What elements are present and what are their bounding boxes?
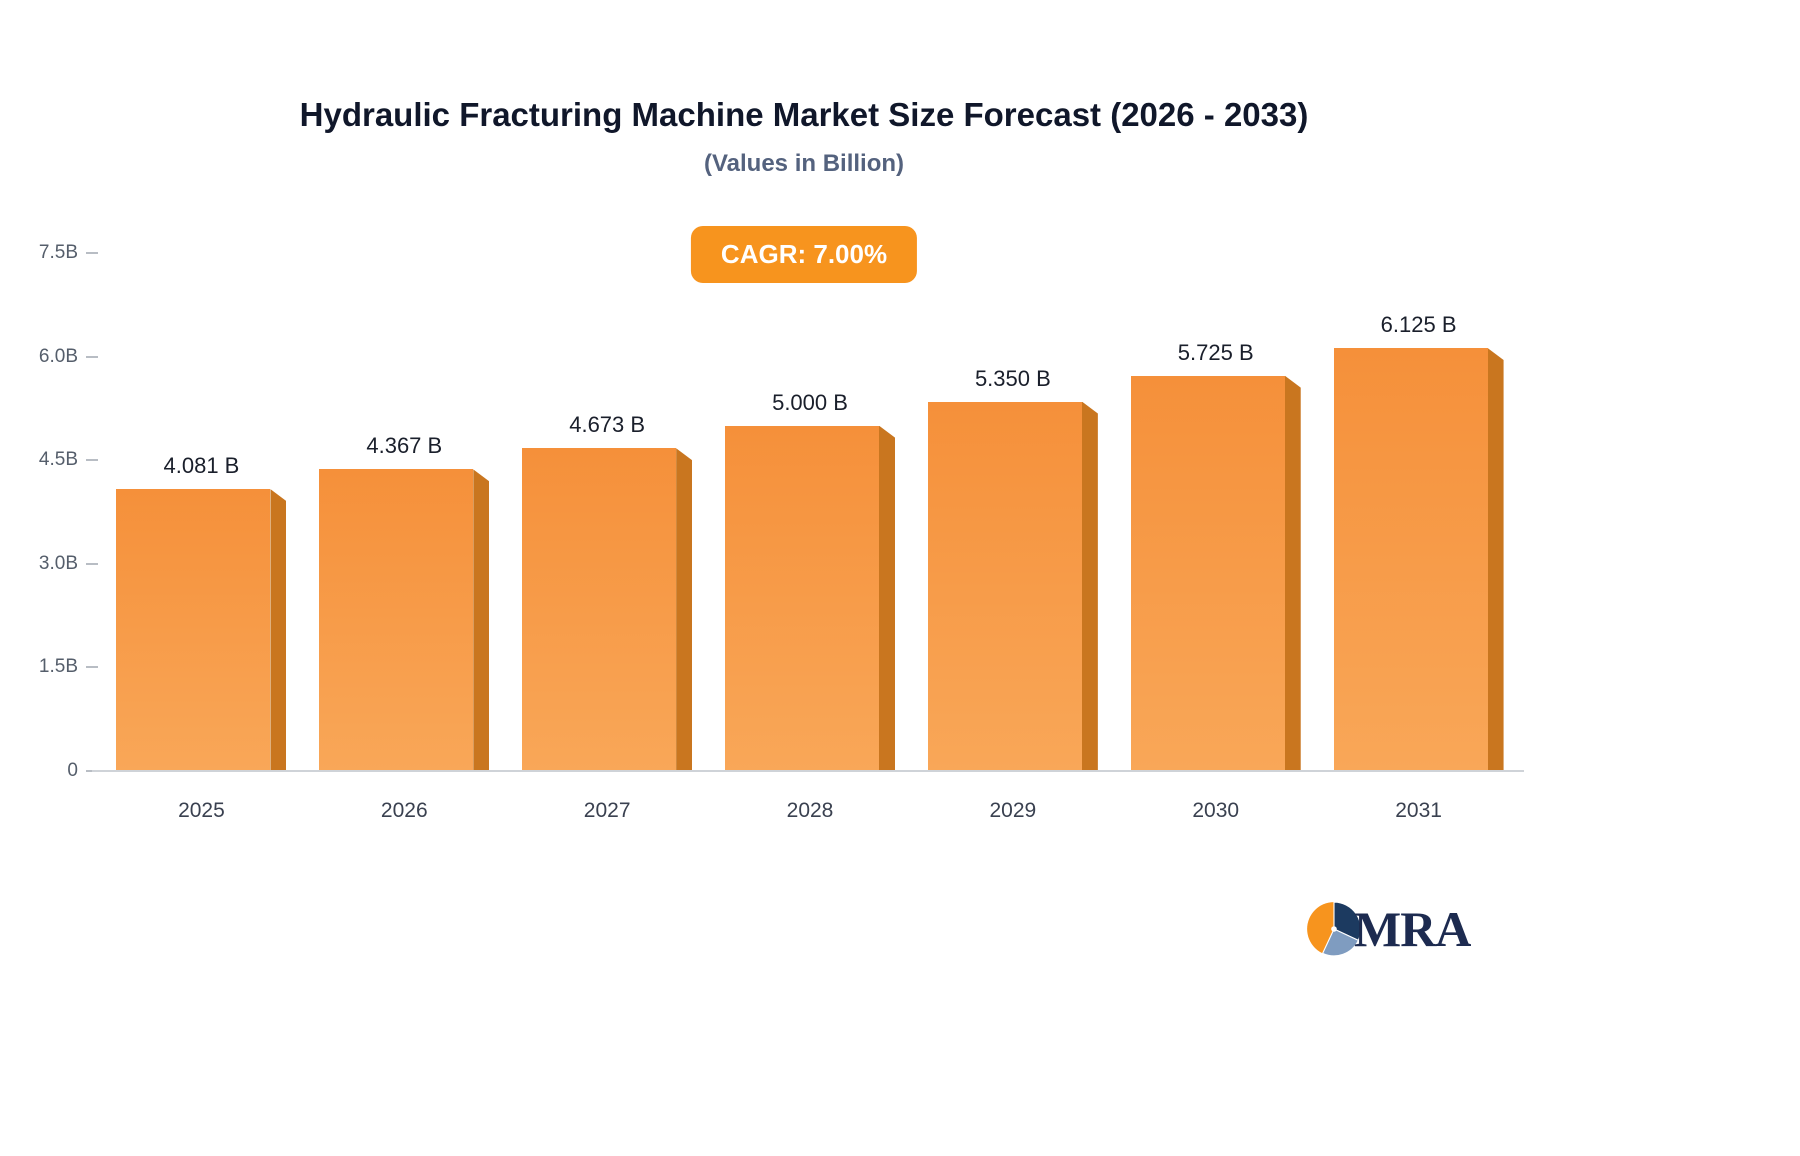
bar-side-face <box>473 469 490 771</box>
y-tick: 4.5B <box>39 449 98 471</box>
bar <box>927 401 1098 771</box>
y-tick-label: 7.5B <box>38 242 78 263</box>
bar-value-label: 4.081 B <box>163 453 240 479</box>
y-tick-label: 0 <box>67 760 78 781</box>
chart-subtitle: (Values in Billion) <box>703 150 905 177</box>
x-axis-label: 2030 <box>1192 799 1240 822</box>
y-tick-label: 1.5B <box>38 656 78 678</box>
bar-side-face <box>1487 347 1504 771</box>
plot-area: 4.081 B 2025 4.367 B 2026 4.673 B 2027 5.000 B… <box>100 253 1520 822</box>
bar-face <box>927 401 1082 771</box>
bar-slot: 5.000 B 2028 <box>709 253 912 822</box>
x-axis-label: 2028 <box>786 799 834 822</box>
bar <box>319 469 490 771</box>
bar <box>725 425 895 771</box>
bar-slot: 6.125 B 2031 <box>1317 253 1520 822</box>
bar <box>522 448 693 771</box>
bar-slot: 4.081 B 2025 <box>100 253 303 822</box>
logo-text: MRA <box>1354 901 1471 957</box>
x-axis-line <box>92 770 1524 772</box>
y-tick-mark <box>86 562 98 565</box>
bar-value-label: 5.000 B <box>772 389 848 415</box>
y-tick: 7.5B <box>39 242 98 264</box>
x-axis-label: 2027 <box>583 799 631 822</box>
y-tick: 3.0B <box>39 553 98 575</box>
y-axis: 0 1.5B 3.0B 4.5B 6.0B 7.5B <box>0 242 98 781</box>
y-tick-mark <box>86 252 98 254</box>
bar-slot: 4.673 B 2027 <box>506 253 709 822</box>
bar-face <box>1333 347 1488 771</box>
bar-side-face <box>879 425 895 771</box>
y-tick-label: 3.0B <box>38 552 78 574</box>
bar-side-face <box>1284 375 1301 771</box>
bar-slot: 4.367 B 2026 <box>303 253 506 822</box>
bar-value-label: 4.673 B <box>569 412 646 438</box>
y-tick-label: 6.0B <box>38 345 78 367</box>
bar <box>1130 375 1301 771</box>
bar-side-face <box>270 489 287 771</box>
bar-value-label: 4.367 B <box>366 433 443 459</box>
bar-face <box>319 469 474 771</box>
bar-slot: 5.350 B 2029 <box>911 253 1114 822</box>
x-axis-label: 2029 <box>989 799 1037 822</box>
bar <box>1333 347 1504 771</box>
y-tick: 1.5B <box>39 656 98 678</box>
bar <box>116 489 287 771</box>
bar-value-label: 5.350 B <box>974 365 1051 391</box>
y-tick: 6.0B <box>39 346 98 368</box>
y-tick-mark <box>86 355 98 358</box>
bar-side-face <box>1081 401 1098 771</box>
chart-title: Hydraulic Fracturing Machine Market Size… <box>299 96 1309 133</box>
x-axis-label: 2026 <box>380 799 428 822</box>
bar-face <box>116 489 271 771</box>
x-axis-label: 2031 <box>1395 799 1442 822</box>
bar-slot: 5.725 B 2030 <box>1114 253 1317 822</box>
pie-chart-icon <box>1307 901 1362 957</box>
y-tick-mark <box>86 666 98 669</box>
cagr-badge: CAGR: 7.00% <box>690 226 918 283</box>
mra-logo: MRA <box>1306 900 1471 958</box>
bar-side-face <box>676 448 693 771</box>
bar-value-label: 6.125 B <box>1380 311 1457 337</box>
bar-face <box>522 448 677 771</box>
y-tick-label: 4.5B <box>38 449 78 471</box>
bar-value-label: 5.725 B <box>1177 339 1254 365</box>
y-tick-mark <box>86 459 98 462</box>
bar-face <box>1130 375 1285 771</box>
x-axis-label: 2025 <box>178 799 225 822</box>
bar-face <box>725 425 879 771</box>
